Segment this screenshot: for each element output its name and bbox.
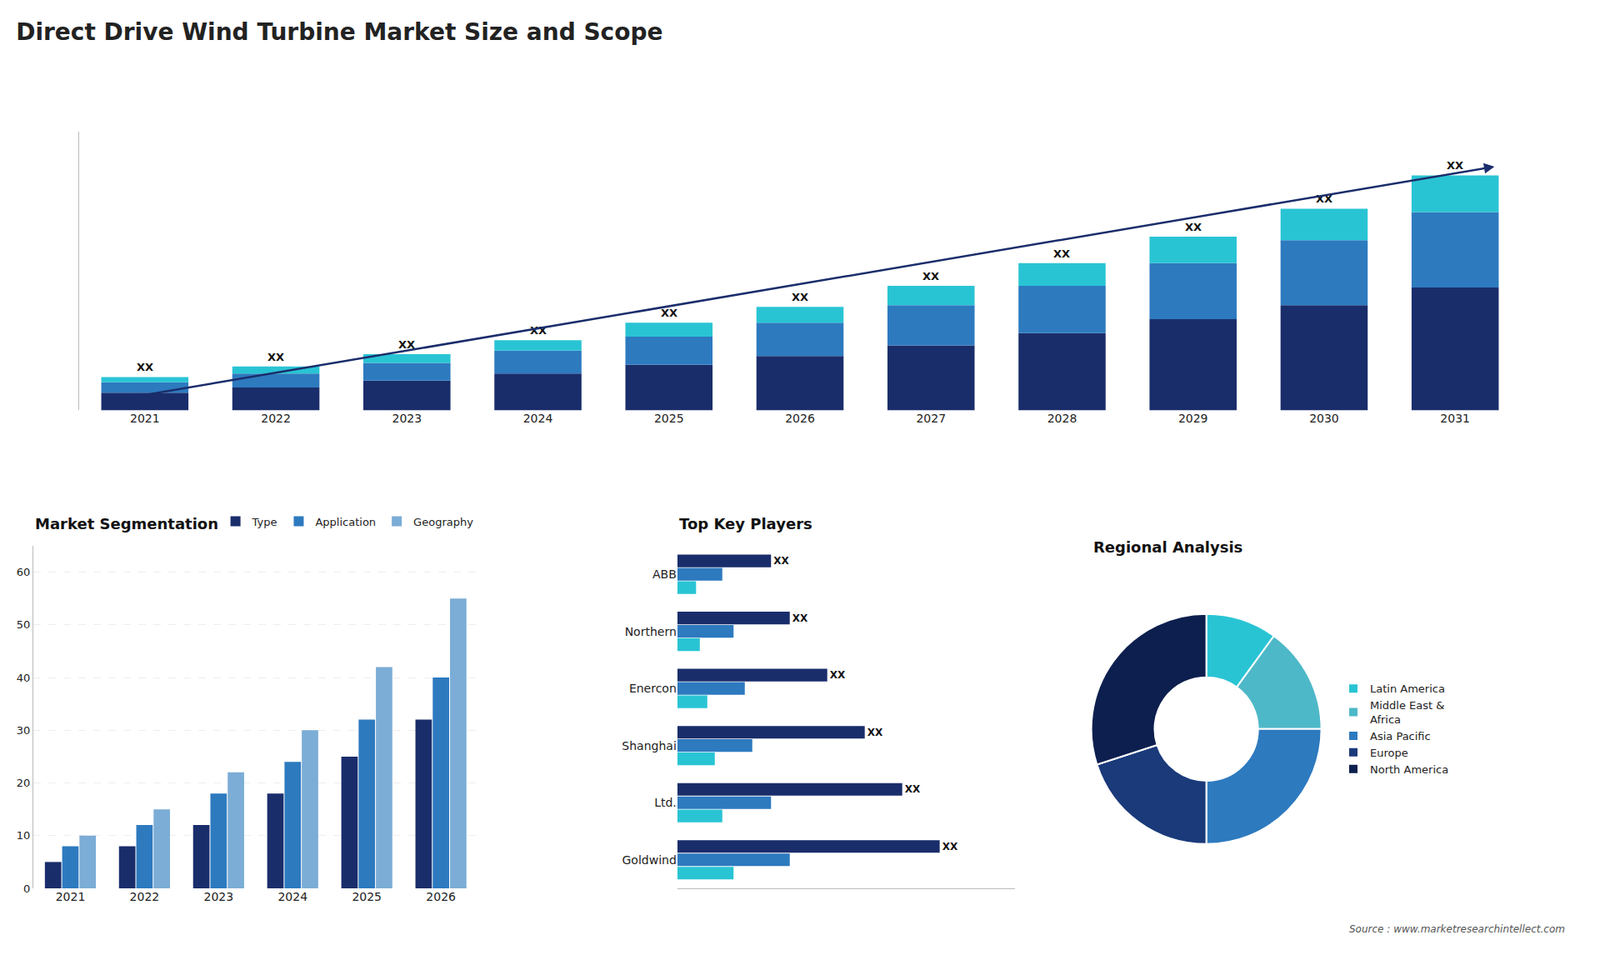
svg-text:Middle East &Africa: Middle East &Africa [1370, 699, 1445, 726]
svg-text:Geography: Geography [413, 515, 474, 529]
svg-text:Top Key Players: Top Key Players [679, 515, 813, 533]
svg-text:ABB: ABB [652, 567, 677, 581]
svg-text:XX: XX [1446, 159, 1464, 172]
svg-text:Ltd.: Ltd. [654, 795, 677, 810]
svg-text:2024: 2024 [523, 411, 554, 425]
svg-text:2024: 2024 [277, 890, 308, 904]
svg-text:Europe: Europe [1370, 746, 1409, 760]
svg-text:XX: XX [905, 783, 921, 795]
svg-text:2023: 2023 [204, 890, 235, 904]
svg-text:XX: XX [660, 306, 678, 320]
svg-text:2027: 2027 [915, 411, 946, 425]
svg-text:2021: 2021 [55, 890, 86, 904]
svg-text:2021: 2021 [130, 411, 160, 425]
svg-text:2022: 2022 [130, 890, 160, 904]
svg-text:XX: XX [398, 338, 415, 351]
svg-text:North America: North America [1370, 763, 1449, 776]
svg-text:Goldwind: Goldwind [622, 853, 677, 867]
svg-text:2026: 2026 [785, 411, 815, 425]
svg-text:XX: XX [773, 555, 790, 567]
svg-text:2029: 2029 [1178, 411, 1209, 425]
svg-text:20: 20 [16, 776, 31, 790]
svg-text:Market Segmentation: Market Segmentation [35, 515, 219, 533]
svg-text:XX: XX [830, 669, 846, 681]
svg-text:XX: XX [792, 612, 809, 625]
svg-text:Source : www.marketresearchint: Source : www.marketresearchintellect.com [1349, 923, 1565, 935]
svg-text:0: 0 [23, 882, 30, 895]
svg-text:2031: 2031 [1440, 411, 1470, 425]
svg-text:2028: 2028 [1047, 411, 1078, 425]
svg-text:Shanghai: Shanghai [621, 739, 676, 753]
svg-text:XX: XX [1185, 220, 1202, 234]
svg-text:Type: Type [251, 515, 278, 529]
svg-text:XX: XX [922, 270, 940, 283]
svg-text:Regional Analysis: Regional Analysis [1093, 538, 1243, 556]
svg-text:2023: 2023 [391, 411, 422, 425]
svg-text:2026: 2026 [425, 890, 456, 904]
svg-text:Latin America: Latin America [1370, 682, 1445, 695]
svg-text:Enercon: Enercon [629, 681, 677, 695]
svg-text:Direct Drive Wind Turbine Mark: Direct Drive Wind Turbine Market Size an… [15, 18, 663, 46]
svg-text:10: 10 [16, 829, 31, 842]
svg-text:Application: Application [315, 515, 376, 529]
svg-text:XX: XX [1053, 247, 1070, 260]
svg-text:XX: XX [136, 360, 154, 374]
svg-text:XX: XX [1315, 192, 1333, 205]
svg-text:2022: 2022 [260, 411, 291, 425]
svg-text:XX: XX [530, 324, 547, 337]
svg-text:XX: XX [867, 726, 884, 739]
svg-text:XX: XX [791, 290, 809, 304]
svg-text:Northern: Northern [625, 625, 677, 639]
svg-text:XX: XX [267, 350, 285, 364]
svg-text:50: 50 [16, 618, 31, 631]
svg-text:2030: 2030 [1309, 411, 1340, 425]
svg-text:Asia Pacific: Asia Pacific [1370, 730, 1431, 743]
svg-text:2025: 2025 [351, 890, 382, 904]
svg-text:60: 60 [16, 565, 31, 579]
svg-text:40: 40 [16, 671, 31, 685]
svg-text:30: 30 [16, 724, 31, 737]
svg-text:2025: 2025 [654, 411, 685, 425]
svg-text:XX: XX [942, 840, 959, 853]
